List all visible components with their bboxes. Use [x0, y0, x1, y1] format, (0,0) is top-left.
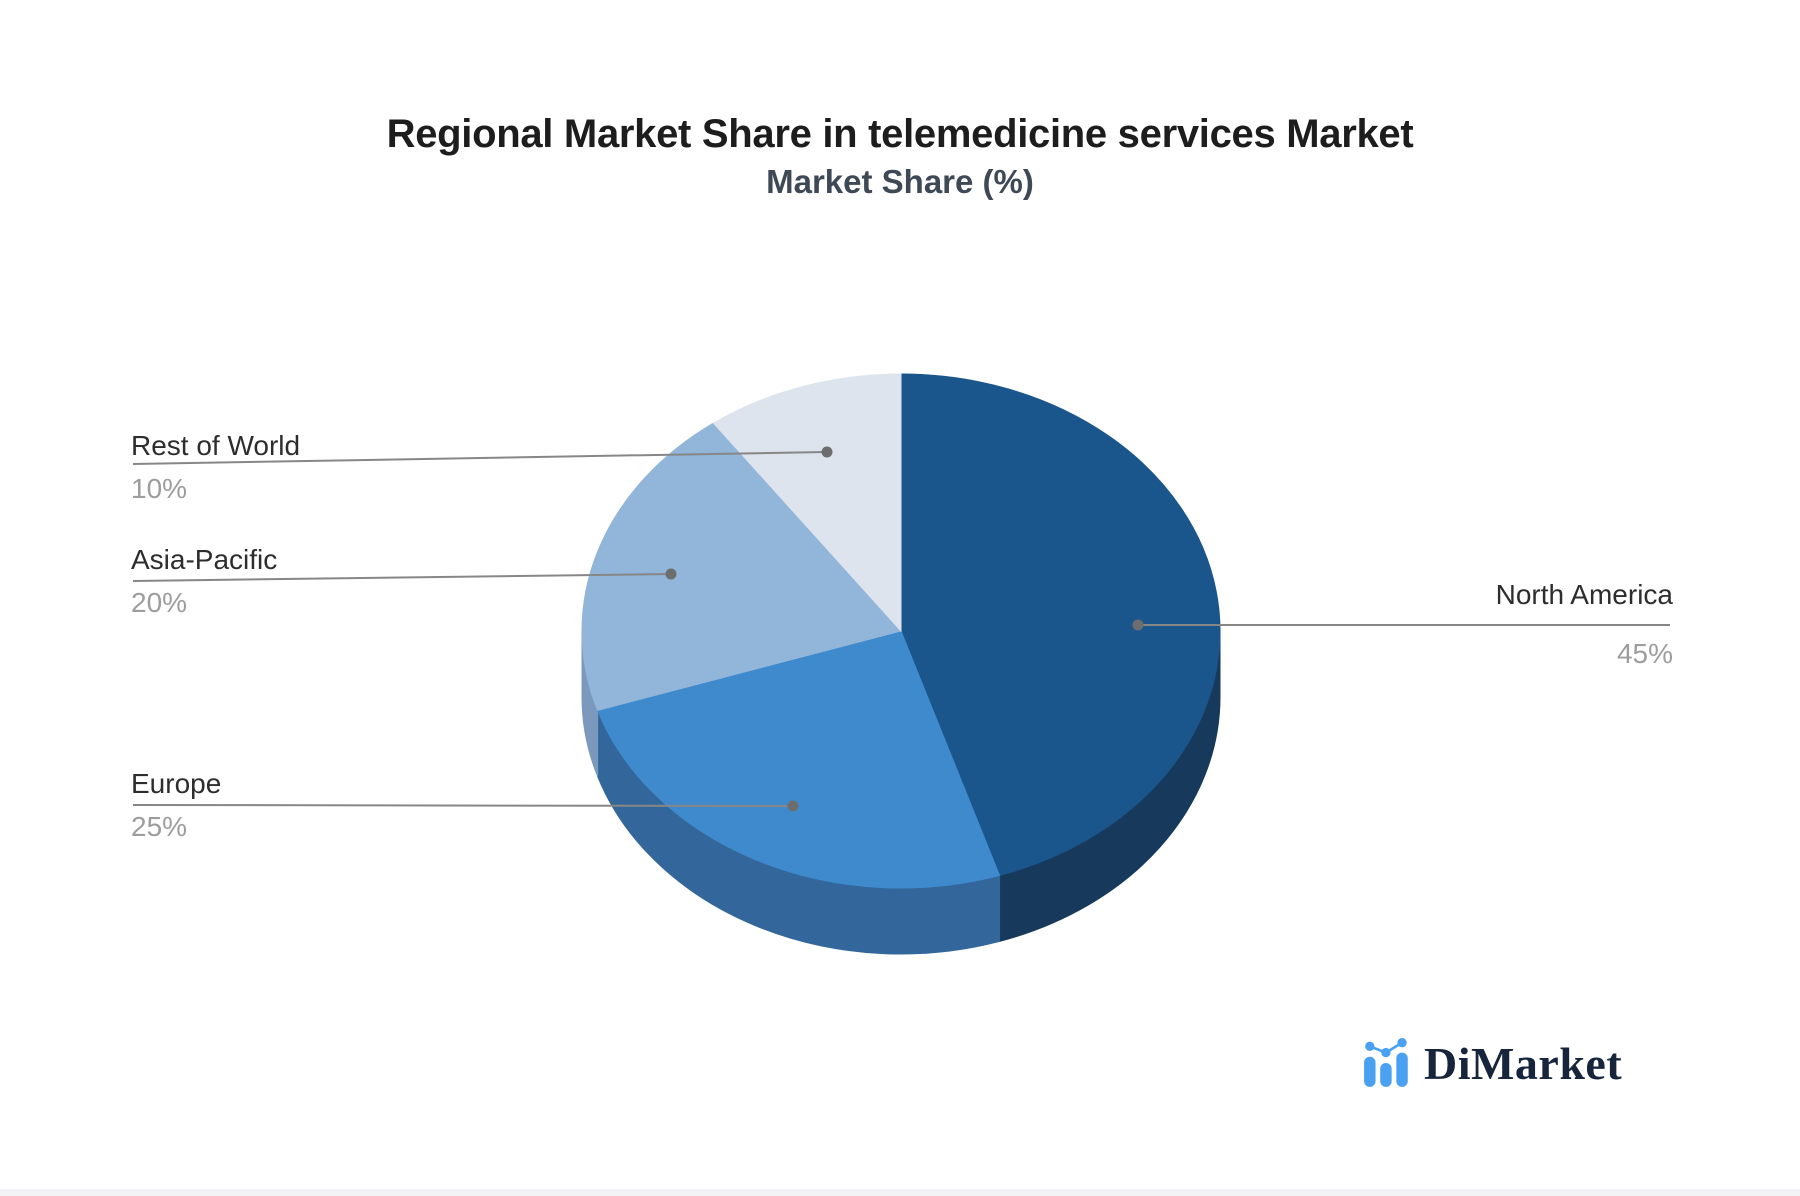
callout-asia-pacific: Asia-Pacific 20%	[131, 542, 561, 620]
leader-line-asia-pacific	[132, 573, 672, 582]
leader-dot-asia-pacific	[665, 568, 677, 580]
leader-dot-europe	[787, 800, 799, 812]
leader-lines-layer	[132, 451, 1670, 807]
callout-percent: 20%	[131, 587, 188, 618]
callout-label: Europe	[131, 768, 222, 799]
callout-percent: 25%	[131, 811, 188, 842]
leader-dot-rest-of-world	[821, 446, 833, 458]
bottom-strip	[0, 1189, 1800, 1196]
leader-line-europe	[132, 804, 794, 807]
dimarket-logo: DiMarket	[1362, 1038, 1622, 1090]
callout-label: Rest of World	[131, 430, 301, 461]
callout-rest-of-world: Rest of World 10%	[131, 428, 561, 506]
callout-percent: 45%	[1616, 638, 1673, 669]
pie-slice-asia-pacific[interactable]	[581, 422, 902, 712]
callout-europe: Europe 25%	[131, 766, 561, 844]
leader-line-rest-of-world	[132, 451, 828, 465]
logo-text: DiMarket	[1424, 1038, 1623, 1089]
callout-percent: 10%	[131, 473, 188, 504]
bar-chart-icon	[1364, 1038, 1408, 1087]
callout-north-america: North America 45%	[1243, 577, 1673, 671]
leader-dot-north-america	[1132, 619, 1144, 631]
chart-title: Regional Market Share in telemedicine se…	[386, 112, 1414, 156]
pie-slice-north-america[interactable]	[900, 373, 1221, 877]
pie-slice-europe[interactable]	[596, 630, 1001, 889]
leader-dots-layer	[665, 446, 1144, 812]
pie-layer	[581, 373, 1221, 955]
pie-slice-rest-of-world[interactable]	[712, 373, 902, 633]
chart-subtitle: Market Share (%)	[766, 163, 1034, 200]
callout-label: Asia-Pacific	[131, 544, 278, 575]
callout-label: North America	[1495, 579, 1673, 610]
